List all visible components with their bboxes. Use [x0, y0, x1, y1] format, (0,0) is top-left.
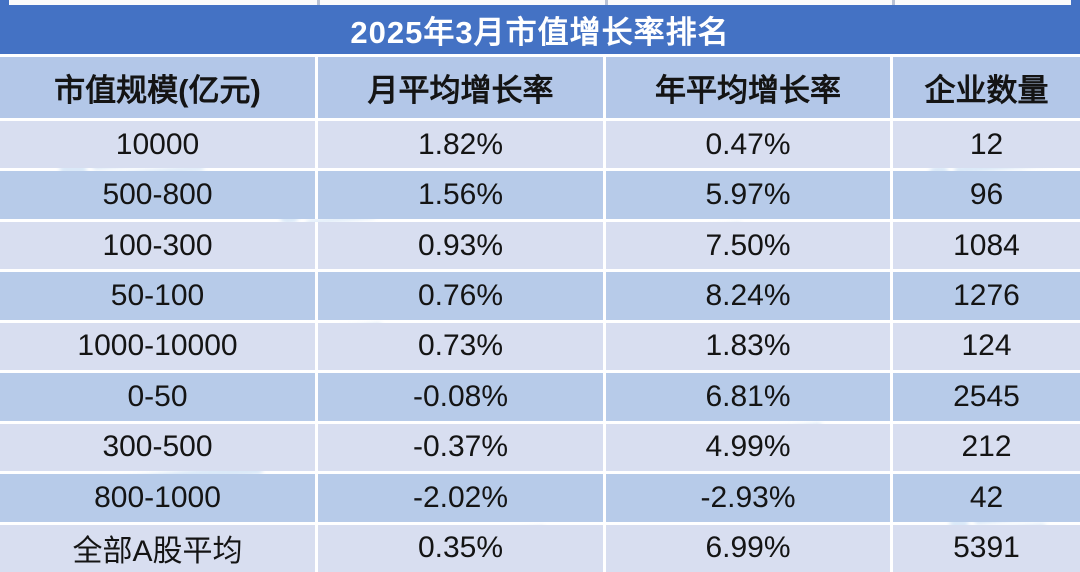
table-row: 1000-10000 0.73% 1.83% 124 — [0, 322, 1080, 371]
table-cell: 2545 — [893, 373, 1080, 421]
table-cell: 42 — [893, 474, 1080, 522]
table-cell: 500-800 — [0, 171, 315, 219]
table-cell: 4.99% — [606, 423, 890, 472]
table-row: 全部A股平均 0.35% 6.99% 5391 — [0, 524, 1080, 572]
column-divider-tick — [892, 0, 895, 5]
table-cell: -0.37% — [318, 423, 603, 472]
column-header-monthly-growth: 月平均增长率 — [318, 57, 603, 118]
table-cell: 0.35% — [318, 524, 603, 572]
table-cell: 800-1000 — [0, 474, 315, 522]
table-body: 10000 1.82% 0.47% 12 500-800 1.56% 5.97%… — [0, 121, 1080, 572]
table-header-row: 市值规模(亿元) 月平均增长率 年平均增长率 企业数量 — [0, 57, 1080, 118]
column-divider-tick — [317, 0, 320, 5]
table-cell: 1276 — [893, 272, 1080, 320]
table-row: 100-300 0.93% 7.50% 1084 — [0, 221, 1080, 270]
table-cell: 1.82% — [318, 121, 603, 169]
table-cell: -2.02% — [318, 474, 603, 522]
table-cell: 10000 — [0, 121, 315, 169]
table-cell: 1000-10000 — [0, 322, 315, 371]
table-cell: 0.47% — [606, 121, 890, 169]
column-divider-tick — [605, 0, 608, 5]
table-cell: 12 — [893, 121, 1080, 169]
table-title-bar: 2025年3月市值增长率排名 — [0, 0, 1080, 54]
top-border-strip — [9, 0, 1071, 5]
column-header-annual-growth: 年平均增长率 — [606, 57, 890, 118]
table-row: 10000 1.82% 0.47% 12 — [0, 121, 1080, 169]
table-cell: 0.73% — [318, 322, 603, 371]
table-cell: 5.97% — [606, 171, 890, 219]
table-cell: 0.93% — [318, 221, 603, 270]
table-row: 800-1000 -2.02% -2.93% 42 — [0, 474, 1080, 522]
column-header-market-cap: 市值规模(亿元) — [0, 57, 315, 118]
table-row: 300-500 -0.37% 4.99% 212 — [0, 423, 1080, 472]
table-cell: 6.99% — [606, 524, 890, 572]
table-cell: 1.83% — [606, 322, 890, 371]
table-cell: -0.08% — [318, 373, 603, 421]
table-cell: 0-50 — [0, 373, 315, 421]
table-cell: 5391 — [893, 524, 1080, 572]
table-cell: 300-500 — [0, 423, 315, 472]
table-cell: 0.76% — [318, 272, 603, 320]
table-cell: 96 — [893, 171, 1080, 219]
table-cell: 8.24% — [606, 272, 890, 320]
column-header-company-count: 企业数量 — [893, 57, 1080, 118]
table-cell: 全部A股平均 — [0, 524, 315, 572]
table-title: 2025年3月市值增长率排名 — [350, 15, 730, 50]
table-cell: 124 — [893, 322, 1080, 371]
table-cell: 1.56% — [318, 171, 603, 219]
table-cell: -2.93% — [606, 474, 890, 522]
table-cell: 212 — [893, 423, 1080, 472]
table-cell: 1084 — [893, 221, 1080, 270]
table-cell: 100-300 — [0, 221, 315, 270]
table-row: 500-800 1.56% 5.97% 96 — [0, 171, 1080, 219]
table-row: 50-100 0.76% 8.24% 1276 — [0, 272, 1080, 320]
table-cell: 50-100 — [0, 272, 315, 320]
table-cell: 6.81% — [606, 373, 890, 421]
table-cell: 7.50% — [606, 221, 890, 270]
table-row: 0-50 -0.08% 6.81% 2545 — [0, 373, 1080, 421]
